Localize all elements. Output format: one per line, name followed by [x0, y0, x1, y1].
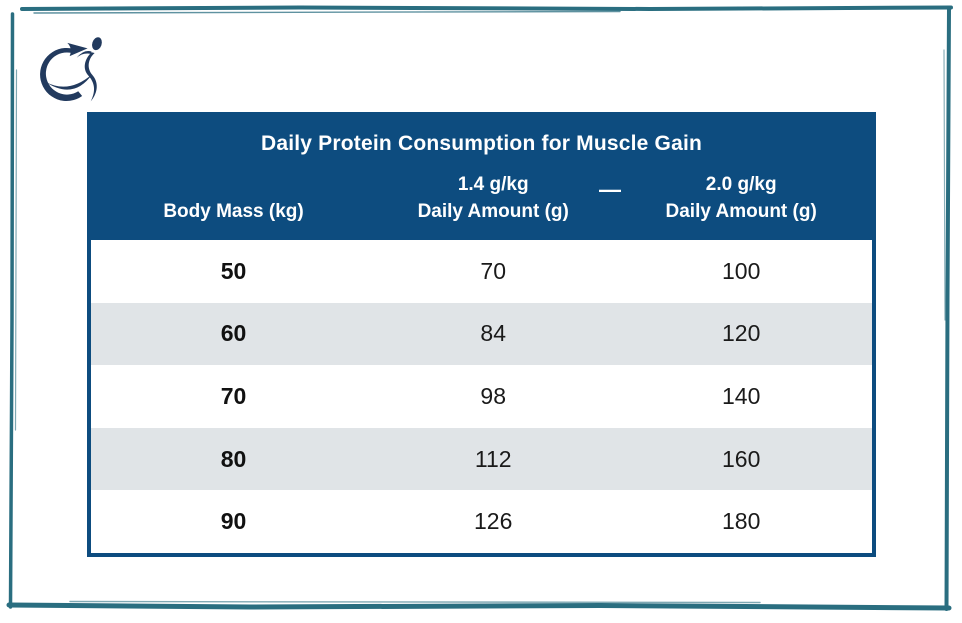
amount-1-4-value: 70 [480, 257, 506, 284]
table-body: 50 70 100 60 84 120 70 98 140 80 112 160… [91, 240, 872, 553]
table-title: Daily Protein Consumption for Muscle Gai… [260, 132, 703, 155]
table-row: 60 84 120 [91, 302, 872, 366]
amount-1-4-value: 112 [474, 445, 512, 472]
table-row: 80 112 160 [91, 427, 872, 491]
leaping-figure-arrow-logo-icon [40, 37, 102, 102]
table-header: Daily Protein Consumption for Muscle Gai… [91, 116, 872, 240]
column-header-2-0-gkg: 2.0 g/kg Daily Amount (g) [610, 171, 872, 225]
column-header-label: Body Mass (kg) [163, 201, 304, 222]
body-mass-value: 70 [220, 382, 247, 409]
body-mass-value: 60 [220, 320, 247, 347]
protein-table: Daily Protein Consumption for Muscle Gai… [87, 112, 876, 557]
amount-1-4-value: 84 [480, 320, 506, 347]
amount-2-0-value: 180 [721, 508, 761, 535]
column-header-rate: 1.4 g/kg [457, 174, 529, 195]
amount-2-0-value: 100 [721, 257, 761, 284]
body-mass-value: 80 [220, 445, 247, 472]
column-header-label: Daily Amount (g) [665, 201, 817, 222]
column-header-label: Daily Amount (g) [417, 201, 569, 222]
column-header-rate: 2.0 g/kg [705, 174, 777, 195]
brand-logo [33, 31, 111, 111]
body-mass-value: 90 [220, 508, 247, 535]
amount-2-0-value: 120 [721, 320, 761, 347]
amount-1-4-value: 98 [480, 382, 506, 409]
amount-2-0-value: 140 [721, 382, 761, 409]
amount-1-4-value: 126 [474, 508, 513, 535]
header-range-dash: — [599, 177, 621, 202]
table-row: 50 70 100 [91, 240, 872, 303]
body-mass-value: 50 [220, 257, 247, 284]
column-header-body-mass: Body Mass (kg) [91, 198, 376, 225]
amount-2-0-value: 160 [721, 445, 761, 472]
table-row: 70 98 140 [91, 365, 872, 428]
column-header-1-4-gkg: 1.4 g/kg Daily Amount (g) [376, 171, 610, 225]
column-header-row: Body Mass (kg) 1.4 g/kg Daily Amount (g)… [91, 171, 872, 225]
table-row: 90 126 180 [91, 490, 872, 553]
